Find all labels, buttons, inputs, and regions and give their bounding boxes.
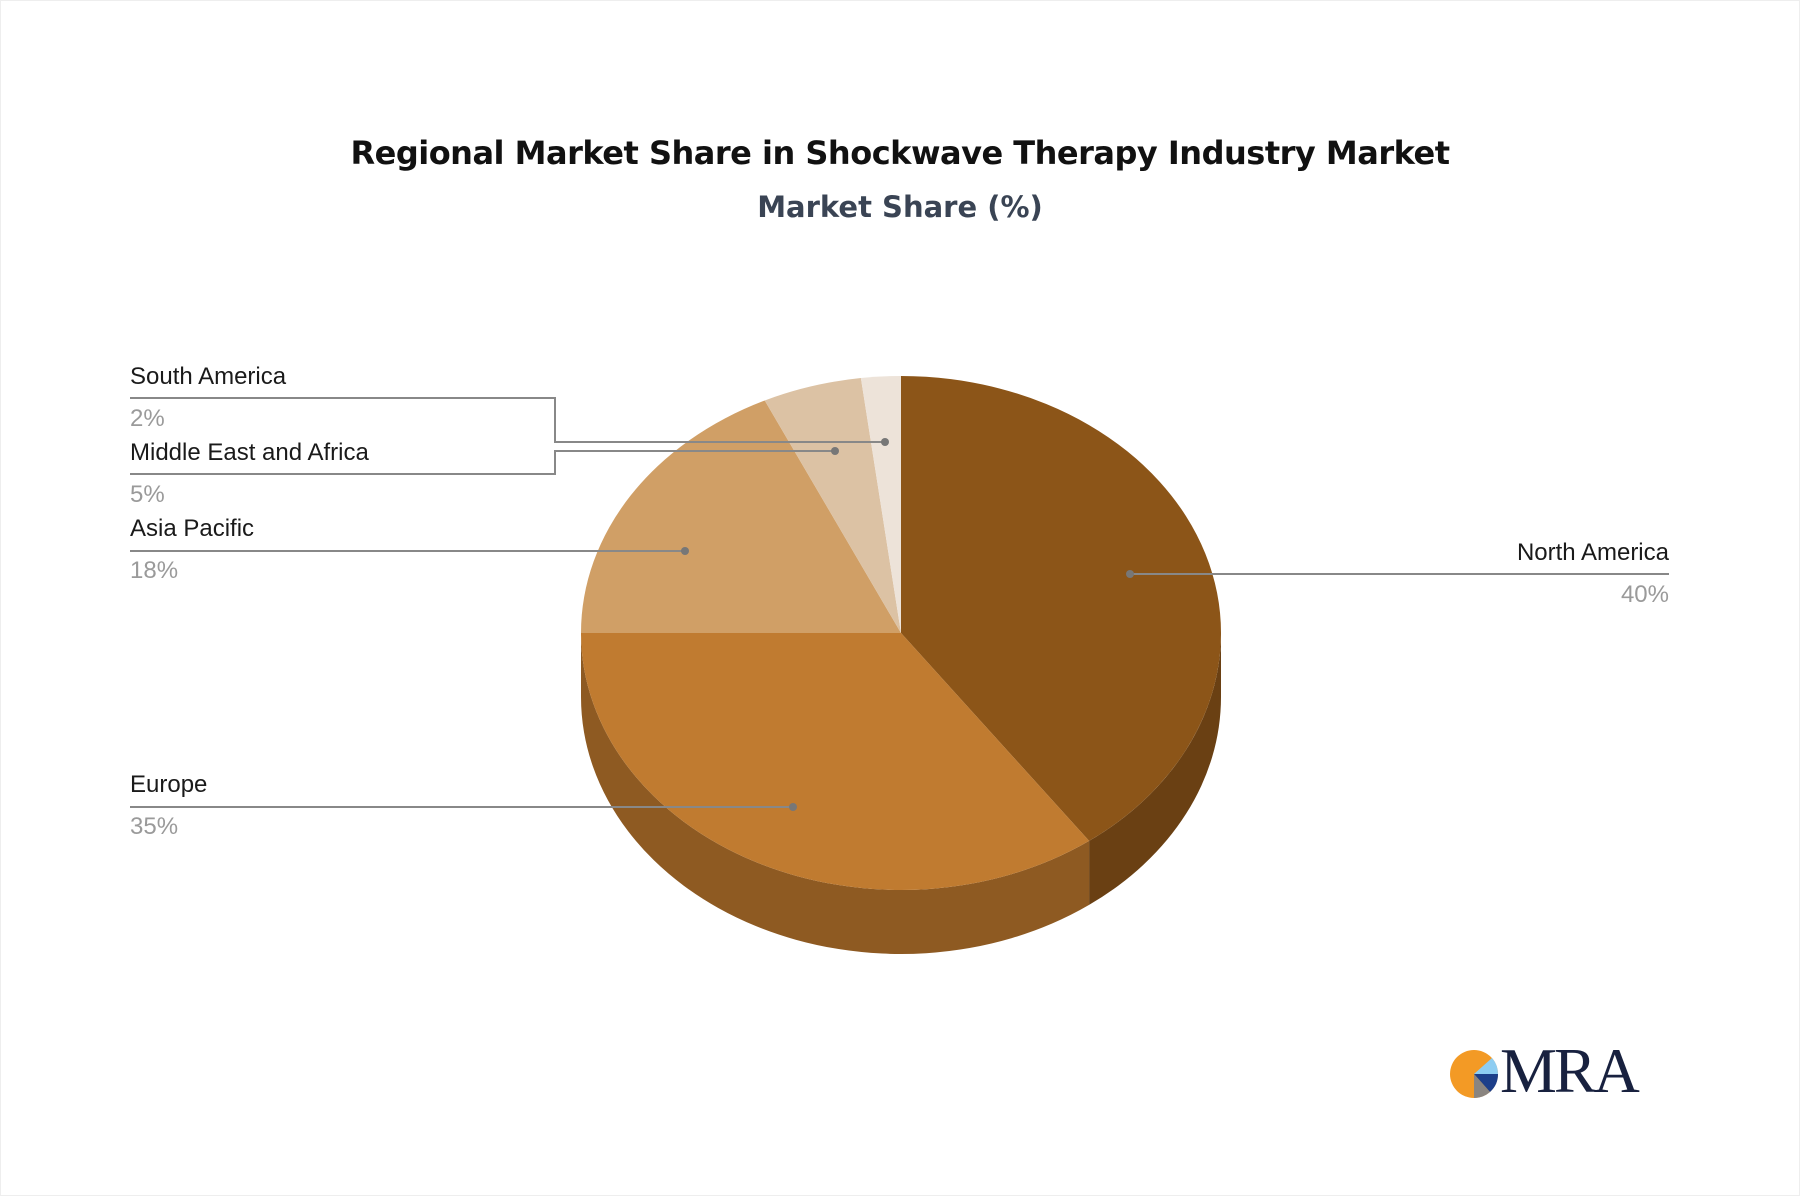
pie-side-north-america bbox=[1089, 633, 1221, 905]
pie-slice-north-america bbox=[901, 376, 1222, 841]
pct-asia-pacific: 18% bbox=[130, 557, 179, 584]
pie-slice-asia-pacific bbox=[581, 400, 901, 633]
label-north-america: North America bbox=[1516, 539, 1669, 566]
logo-pie-icon bbox=[1450, 1050, 1499, 1099]
leader-dot-north-america bbox=[1126, 570, 1134, 578]
pct-europe: 35% bbox=[130, 813, 179, 840]
leader-dot-south-america bbox=[881, 438, 889, 446]
label-europe: Europe bbox=[130, 771, 208, 798]
leader-line-middle-east-africa bbox=[130, 450, 835, 475]
pie-side-europe bbox=[581, 633, 1090, 955]
leader-line-south-america bbox=[130, 397, 885, 443]
logo-text: MRA bbox=[1500, 1035, 1640, 1106]
pct-middle-east-africa: 5% bbox=[130, 481, 165, 508]
label-south-america: South America bbox=[130, 363, 287, 390]
leader-dot-asia-pacific bbox=[681, 547, 689, 555]
chart-title: Regional Market Share in Shockwave Thera… bbox=[350, 134, 1450, 172]
leader-dot-europe bbox=[789, 803, 797, 811]
label-asia-pacific: Asia Pacific bbox=[130, 515, 255, 542]
mra-logo: MRA bbox=[1448, 1035, 1648, 1106]
pie-slice-south-america bbox=[860, 376, 901, 633]
leader-dot-middle-east-africa bbox=[831, 447, 839, 455]
pie-slice-europe bbox=[581, 633, 1090, 890]
label-middle-east-africa: Middle East and Africa bbox=[130, 439, 369, 466]
chart-subtitle: Market Share (%) bbox=[757, 190, 1043, 224]
pct-north-america: 40% bbox=[1620, 581, 1669, 608]
pct-south-america: 2% bbox=[130, 405, 165, 432]
